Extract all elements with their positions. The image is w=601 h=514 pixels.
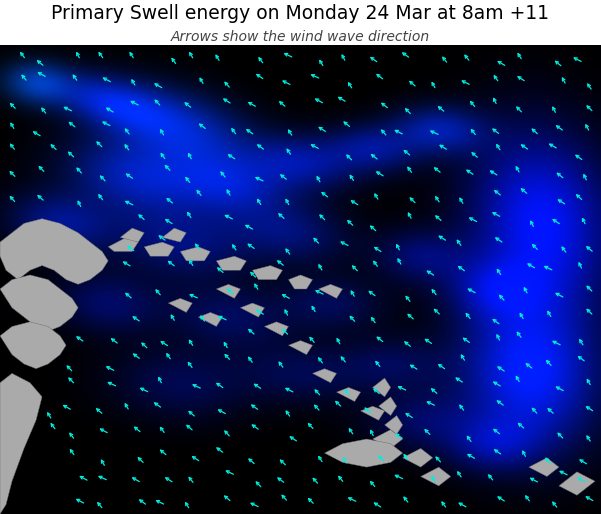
Polygon shape — [162, 228, 186, 242]
Text: Arrows show the wind wave direction: Arrows show the wind wave direction — [171, 30, 430, 44]
Polygon shape — [403, 448, 433, 467]
Polygon shape — [379, 397, 397, 415]
Polygon shape — [108, 237, 138, 251]
Polygon shape — [180, 247, 210, 261]
Polygon shape — [361, 406, 385, 420]
Polygon shape — [0, 218, 108, 284]
Polygon shape — [373, 378, 391, 397]
Polygon shape — [144, 242, 174, 256]
Polygon shape — [373, 430, 403, 448]
Polygon shape — [288, 275, 313, 289]
Polygon shape — [120, 228, 144, 242]
Polygon shape — [168, 298, 192, 313]
Polygon shape — [337, 388, 361, 401]
Polygon shape — [264, 322, 288, 336]
Polygon shape — [0, 275, 78, 331]
Polygon shape — [319, 284, 343, 298]
Polygon shape — [529, 458, 559, 476]
Polygon shape — [0, 322, 66, 369]
Text: Primary Swell energy on Monday 24 Mar at 8am +11: Primary Swell energy on Monday 24 Mar at… — [52, 4, 549, 23]
Polygon shape — [216, 284, 240, 298]
Polygon shape — [240, 303, 264, 317]
Polygon shape — [252, 266, 282, 280]
Polygon shape — [216, 256, 246, 270]
Polygon shape — [559, 472, 595, 495]
Polygon shape — [288, 341, 313, 355]
Polygon shape — [313, 369, 337, 383]
Polygon shape — [0, 373, 42, 514]
Polygon shape — [198, 313, 222, 326]
Polygon shape — [385, 415, 403, 434]
Polygon shape — [421, 467, 451, 486]
Polygon shape — [325, 439, 403, 467]
